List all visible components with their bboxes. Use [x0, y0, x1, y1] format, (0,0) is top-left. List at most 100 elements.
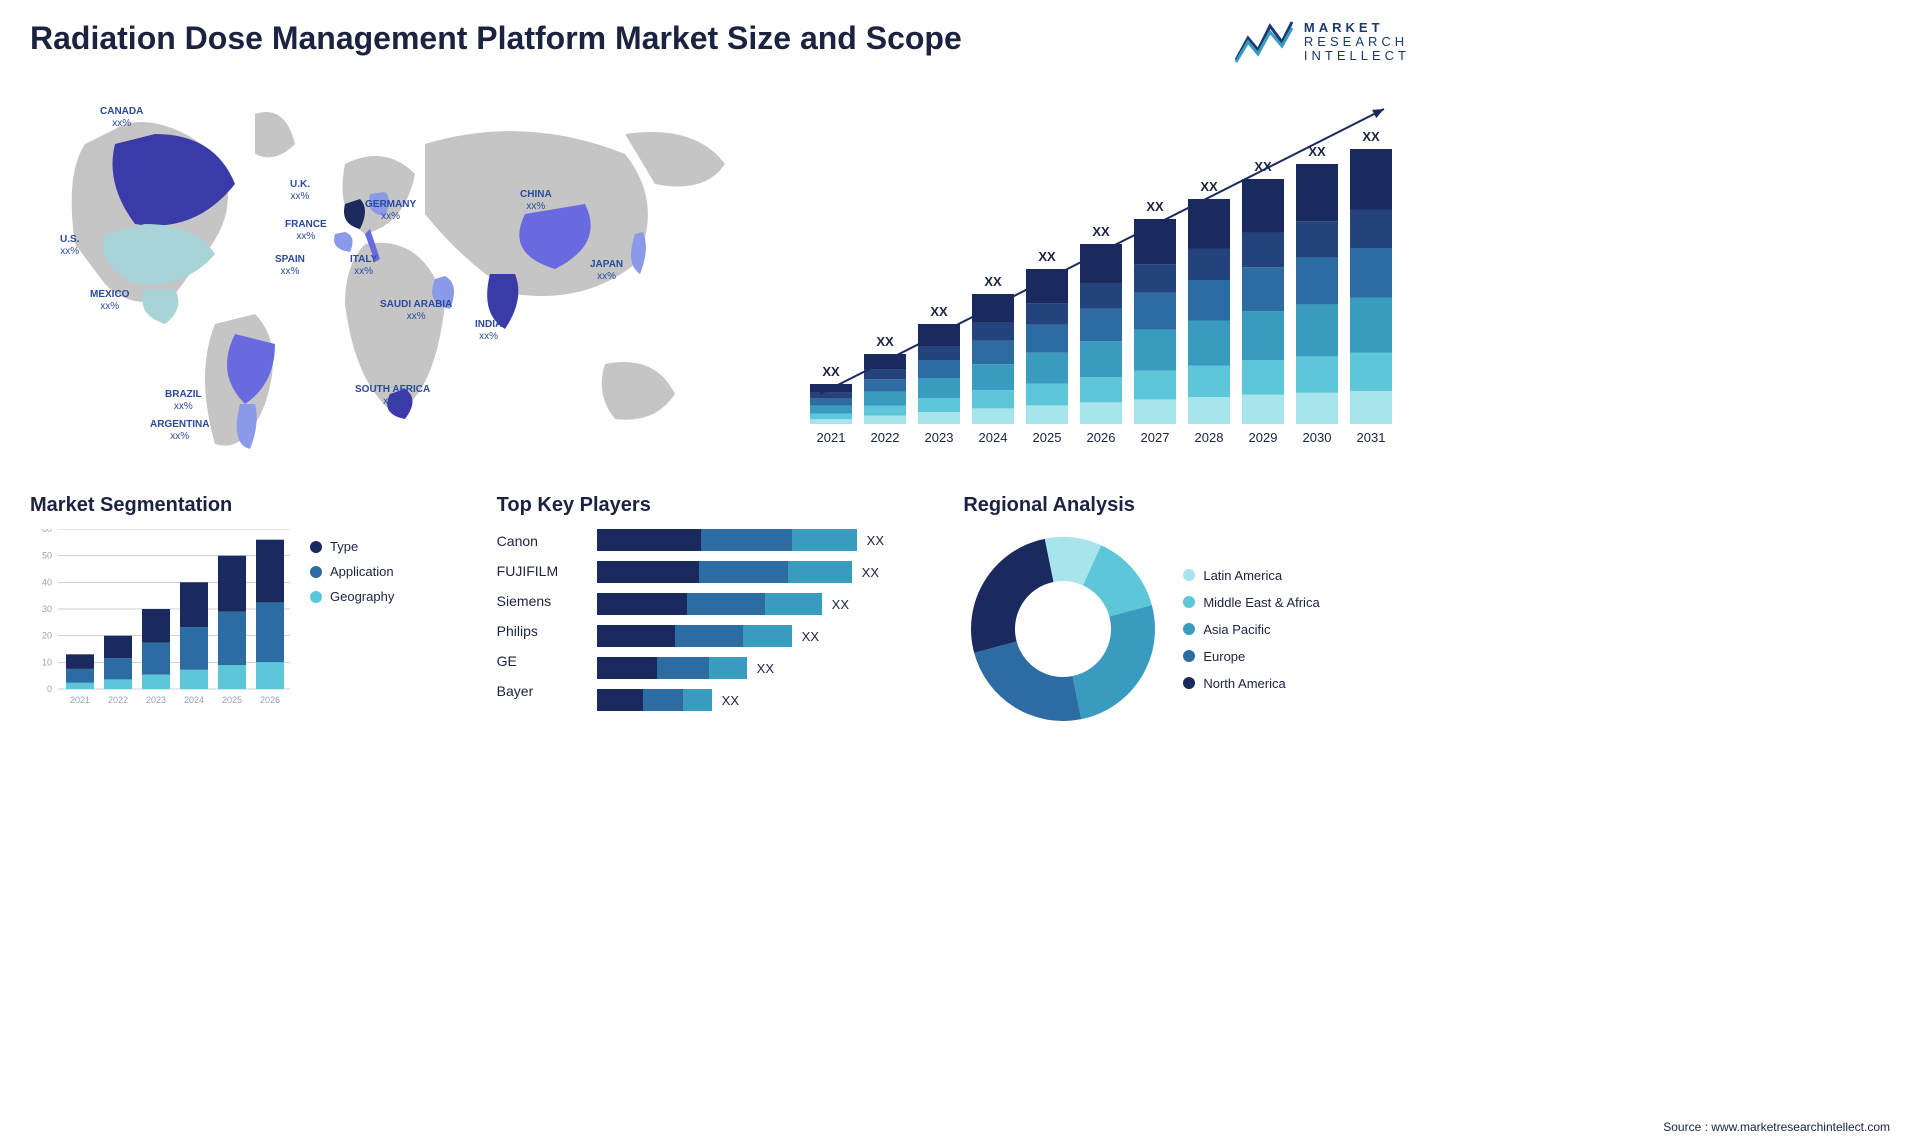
legend-item: Europe [1183, 649, 1319, 664]
legend-swatch [1183, 569, 1195, 581]
svg-text:2021: 2021 [70, 695, 90, 705]
svg-text:30: 30 [42, 604, 52, 614]
player-value: XX [722, 693, 739, 708]
legend-item: Geography [310, 589, 394, 604]
legend-item: Type [310, 539, 394, 554]
segmentation-chart: 0102030405060202120222023202420252026 [30, 529, 290, 729]
legend-swatch [310, 541, 322, 553]
logo-icon [1234, 20, 1294, 64]
player-bar-segment [657, 657, 710, 679]
legend-item: Middle East & Africa [1183, 595, 1319, 610]
legend-label: Asia Pacific [1203, 622, 1270, 637]
map-label: INDIAxx% [475, 319, 502, 343]
map-label: FRANCExx% [285, 219, 327, 243]
player-value: XX [867, 533, 884, 548]
regional-panel: Regional Analysis Latin AmericaMiddle Ea… [963, 494, 1410, 729]
growth-chart: XX2021XX2022XX2023XX2024XX2025XX2026XX20… [790, 84, 1410, 464]
svg-text:2025: 2025 [1033, 430, 1062, 445]
legend-label: Latin America [1203, 568, 1282, 583]
player-row: XX [597, 561, 944, 583]
player-bar [597, 625, 792, 647]
player-bar-segment [788, 561, 852, 583]
legend-swatch [310, 566, 322, 578]
svg-text:2022: 2022 [871, 430, 900, 445]
player-value: XX [802, 629, 819, 644]
map-label: SOUTH AFRICAxx% [355, 384, 430, 408]
page-title: Radiation Dose Management Platform Marke… [30, 20, 962, 57]
player-row: XX [597, 593, 944, 615]
player-value: XX [862, 565, 879, 580]
player-name: Philips [497, 623, 577, 639]
legend-label: Middle East & Africa [1203, 595, 1319, 610]
svg-text:2030: 2030 [1303, 430, 1332, 445]
svg-text:2025: 2025 [222, 695, 242, 705]
player-bar-segment [675, 625, 743, 647]
legend-label: Application [330, 564, 394, 579]
player-bar-segment [743, 625, 792, 647]
svg-text:XX: XX [1146, 199, 1164, 214]
player-bar-segment [765, 593, 821, 615]
player-bar-segment [792, 529, 857, 551]
segmentation-legend: Type Application Geography [310, 529, 394, 729]
legend-label: Europe [1203, 649, 1245, 664]
legend-swatch [1183, 650, 1195, 662]
world-map: CANADAxx%U.S.xx%MEXICOxx%BRAZILxx%ARGENT… [30, 84, 760, 464]
player-bar-segment [683, 689, 712, 711]
map-label: SPAINxx% [275, 254, 305, 278]
svg-text:2023: 2023 [146, 695, 166, 705]
map-label: GERMANYxx% [365, 199, 416, 223]
player-value: XX [832, 597, 849, 612]
svg-text:2022: 2022 [108, 695, 128, 705]
svg-text:2028: 2028 [1195, 430, 1224, 445]
player-row: XX [597, 689, 944, 711]
svg-text:40: 40 [42, 577, 52, 587]
svg-text:XX: XX [930, 304, 948, 319]
player-value: XX [757, 661, 774, 676]
legend-item: Application [310, 564, 394, 579]
svg-text:XX: XX [1362, 129, 1380, 144]
map-label: BRAZILxx% [165, 389, 202, 413]
legend-item: Asia Pacific [1183, 622, 1319, 637]
legend-swatch [1183, 623, 1195, 635]
map-label: U.K.xx% [290, 179, 310, 203]
svg-text:2027: 2027 [1141, 430, 1170, 445]
player-bar-segment [709, 657, 747, 679]
player-bar [597, 657, 747, 679]
player-bar [597, 529, 857, 551]
legend-swatch [310, 591, 322, 603]
players-panel: Top Key Players CanonFUJIFILMSiemensPhil… [497, 494, 944, 729]
players-bars: XX XX XX XX XX XX [597, 529, 944, 711]
player-bar-segment [597, 593, 687, 615]
logo-text-2: RESEARCH [1304, 35, 1410, 49]
svg-text:2024: 2024 [979, 430, 1008, 445]
player-bar-segment [699, 561, 788, 583]
legend-label: Geography [330, 589, 394, 604]
legend-item: North America [1183, 676, 1319, 691]
svg-text:XX: XX [1092, 224, 1110, 239]
player-name: GE [497, 653, 577, 669]
player-name: FUJIFILM [497, 563, 577, 579]
player-bar-segment [643, 689, 683, 711]
logo-text-3: INTELLECT [1304, 49, 1410, 63]
svg-text:0: 0 [47, 684, 52, 694]
svg-text:60: 60 [42, 529, 52, 534]
regional-legend: Latin America Middle East & Africa Asia Pa… [1183, 568, 1319, 691]
map-label: ARGENTINAxx% [150, 419, 209, 443]
svg-text:XX: XX [1038, 249, 1056, 264]
map-label: SAUDI ARABIAxx% [380, 299, 452, 323]
svg-text:2031: 2031 [1357, 430, 1386, 445]
player-name: Canon [497, 533, 577, 549]
segmentation-title: Market Segmentation [30, 494, 477, 517]
svg-text:10: 10 [42, 657, 52, 667]
player-bar-segment [597, 657, 657, 679]
player-bar [597, 689, 712, 711]
player-row: XX [597, 625, 944, 647]
regional-donut [963, 529, 1163, 729]
segmentation-panel: Market Segmentation 01020304050602021202… [30, 494, 477, 729]
map-label: U.S.xx% [60, 234, 79, 258]
svg-text:XX: XX [822, 364, 840, 379]
svg-text:2021: 2021 [817, 430, 846, 445]
svg-text:50: 50 [42, 551, 52, 561]
player-name: Siemens [497, 593, 577, 609]
logo-text-1: MARKET [1304, 21, 1410, 35]
